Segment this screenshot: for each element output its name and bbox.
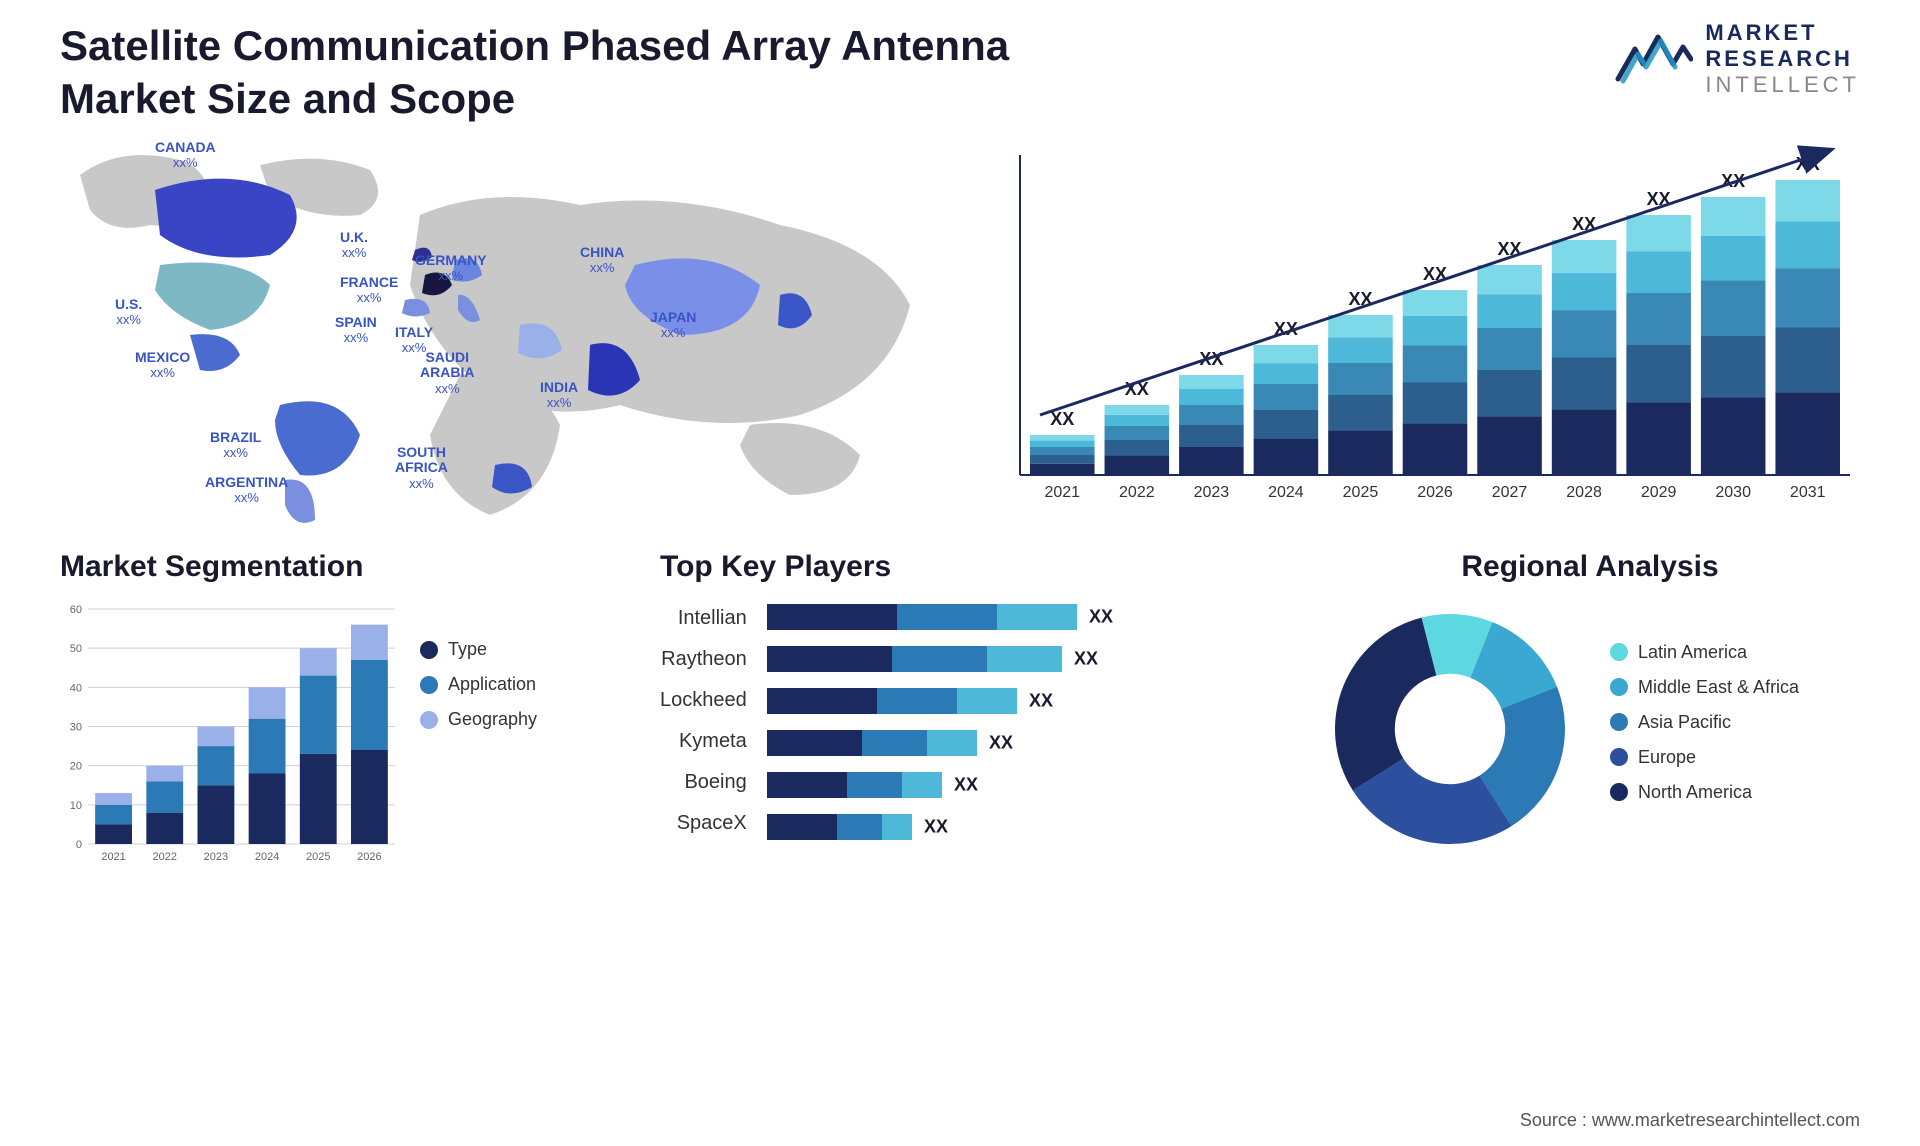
world-map [60, 135, 940, 530]
legend-swatch [420, 711, 438, 729]
map-country-label: GERMANYxx% [415, 253, 487, 284]
svg-text:2023: 2023 [1194, 484, 1230, 501]
svg-text:XX: XX [1029, 691, 1053, 711]
players-labels: Intellian Raytheon Lockheed Kymeta Boeing Spa… [660, 599, 747, 859]
legend-label: North America [1638, 782, 1752, 803]
source-attribution: Source : www.marketresearchintellect.com [1520, 1110, 1860, 1131]
player-label: Raytheon [660, 648, 747, 671]
growth-chart-panel: 2021XX2022XX2023XX2024XX2025XX2026XX2027… [980, 135, 1860, 535]
regional-panel: Regional Analysis Latin America Middle Ea… [1320, 550, 1860, 869]
svg-text:XX: XX [1089, 607, 1113, 627]
player-label: SpaceX [660, 812, 747, 835]
regional-legend: Latin America Middle East & Africa Asia Pa… [1610, 642, 1799, 817]
logo-line2: RESEARCH [1705, 46, 1860, 72]
map-country-label: CANADAxx% [155, 140, 216, 171]
page-title: Satellite Communication Phased Array Ant… [60, 20, 1060, 125]
map-country-label: INDIAxx% [540, 380, 578, 411]
map-country-label: ARGENTINAxx% [205, 475, 288, 506]
svg-text:2030: 2030 [1715, 484, 1751, 501]
svg-text:XX: XX [1074, 649, 1098, 669]
svg-text:2031: 2031 [1790, 484, 1826, 501]
svg-text:XX: XX [989, 733, 1013, 753]
segmentation-chart: 0 10 20 30 40 50 60 2021 2022 2023 2024 2025 2026 [60, 599, 400, 869]
svg-text:2021: 2021 [101, 851, 125, 863]
player-label: Intellian [660, 607, 747, 630]
svg-text:10: 10 [70, 800, 82, 812]
legend-swatch [1610, 643, 1628, 661]
legend-swatch [1610, 713, 1628, 731]
player-label: Kymeta [660, 730, 747, 753]
svg-text:2026: 2026 [357, 851, 381, 863]
svg-text:2025: 2025 [1343, 484, 1379, 501]
svg-text:XX: XX [1050, 409, 1074, 429]
legend-swatch [420, 641, 438, 659]
world-map-panel: CANADAxx% U.S.xx% MEXICOxx% BRAZILxx% ARGENT… [60, 135, 940, 535]
svg-text:2028: 2028 [1566, 484, 1602, 501]
legend-label: Type [448, 639, 487, 660]
logo-line3: INTELLECT [1705, 72, 1860, 98]
map-country-label: FRANCExx% [340, 275, 398, 306]
legend-swatch [1610, 783, 1628, 801]
map-country-label: BRAZILxx% [210, 430, 261, 461]
legend-item: Latin America [1610, 642, 1799, 663]
logo-icon [1613, 29, 1693, 89]
svg-text:2023: 2023 [204, 851, 228, 863]
svg-text:XX: XX [924, 817, 948, 837]
svg-text:60: 60 [70, 604, 82, 616]
player-label: Lockheed [660, 689, 747, 712]
svg-text:2024: 2024 [1268, 484, 1304, 501]
svg-text:20: 20 [70, 761, 82, 773]
brand-logo: MARKET RESEARCH INTELLECT [1613, 20, 1860, 98]
svg-text:2022: 2022 [153, 851, 177, 863]
legend-label: Europe [1638, 747, 1696, 768]
legend-label: Latin America [1638, 642, 1747, 663]
map-country-label: SAUDIARABIAxx% [420, 350, 474, 396]
svg-text:30: 30 [70, 722, 82, 734]
map-country-label: U.K.xx% [340, 230, 368, 261]
regional-title: Regional Analysis [1320, 550, 1860, 584]
key-players-chart: XX XX XX XX XX XX [767, 599, 1187, 859]
map-country-label: U.S.xx% [115, 297, 142, 328]
segmentation-legend: Type Application Geography [420, 599, 537, 869]
svg-text:2025: 2025 [306, 851, 330, 863]
player-label: Boeing [660, 771, 747, 794]
legend-item: Asia Pacific [1610, 712, 1799, 733]
key-players-title: Top Key Players [660, 550, 1280, 584]
svg-text:2024: 2024 [255, 851, 279, 863]
legend-swatch [1610, 748, 1628, 766]
legend-swatch [420, 676, 438, 694]
logo-line1: MARKET [1705, 20, 1860, 46]
svg-text:2026: 2026 [1417, 484, 1453, 501]
map-country-label: CHINAxx% [580, 245, 624, 276]
svg-text:2021: 2021 [1044, 484, 1080, 501]
svg-text:XX: XX [954, 775, 978, 795]
legend-label: Application [448, 674, 536, 695]
map-country-label: SPAINxx% [335, 315, 377, 346]
growth-bar-chart: 2021XX2022XX2023XX2024XX2025XX2026XX2027… [980, 135, 1860, 515]
legend-label: Asia Pacific [1638, 712, 1731, 733]
legend-item: Geography [420, 709, 537, 730]
key-players-panel: Top Key Players Intellian Raytheon Lockhee… [660, 550, 1280, 869]
segmentation-panel: Market Segmentation 0 10 20 30 40 50 60 2021 202… [60, 550, 620, 869]
legend-item: Type [420, 639, 537, 660]
segmentation-title: Market Segmentation [60, 550, 620, 584]
legend-item: Europe [1610, 747, 1799, 768]
legend-item: North America [1610, 782, 1799, 803]
svg-text:50: 50 [70, 643, 82, 655]
map-country-label: MEXICOxx% [135, 350, 190, 381]
svg-text:2029: 2029 [1641, 484, 1677, 501]
regional-donut-chart [1320, 599, 1580, 859]
legend-swatch [1610, 678, 1628, 696]
map-country-label: JAPANxx% [650, 310, 696, 341]
svg-text:0: 0 [76, 839, 82, 851]
legend-label: Geography [448, 709, 537, 730]
legend-item: Middle East & Africa [1610, 677, 1799, 698]
svg-text:40: 40 [70, 682, 82, 694]
map-country-label: SOUTHAFRICAxx% [395, 445, 448, 491]
legend-label: Middle East & Africa [1638, 677, 1799, 698]
svg-text:2027: 2027 [1492, 484, 1528, 501]
legend-item: Application [420, 674, 537, 695]
svg-text:2022: 2022 [1119, 484, 1155, 501]
